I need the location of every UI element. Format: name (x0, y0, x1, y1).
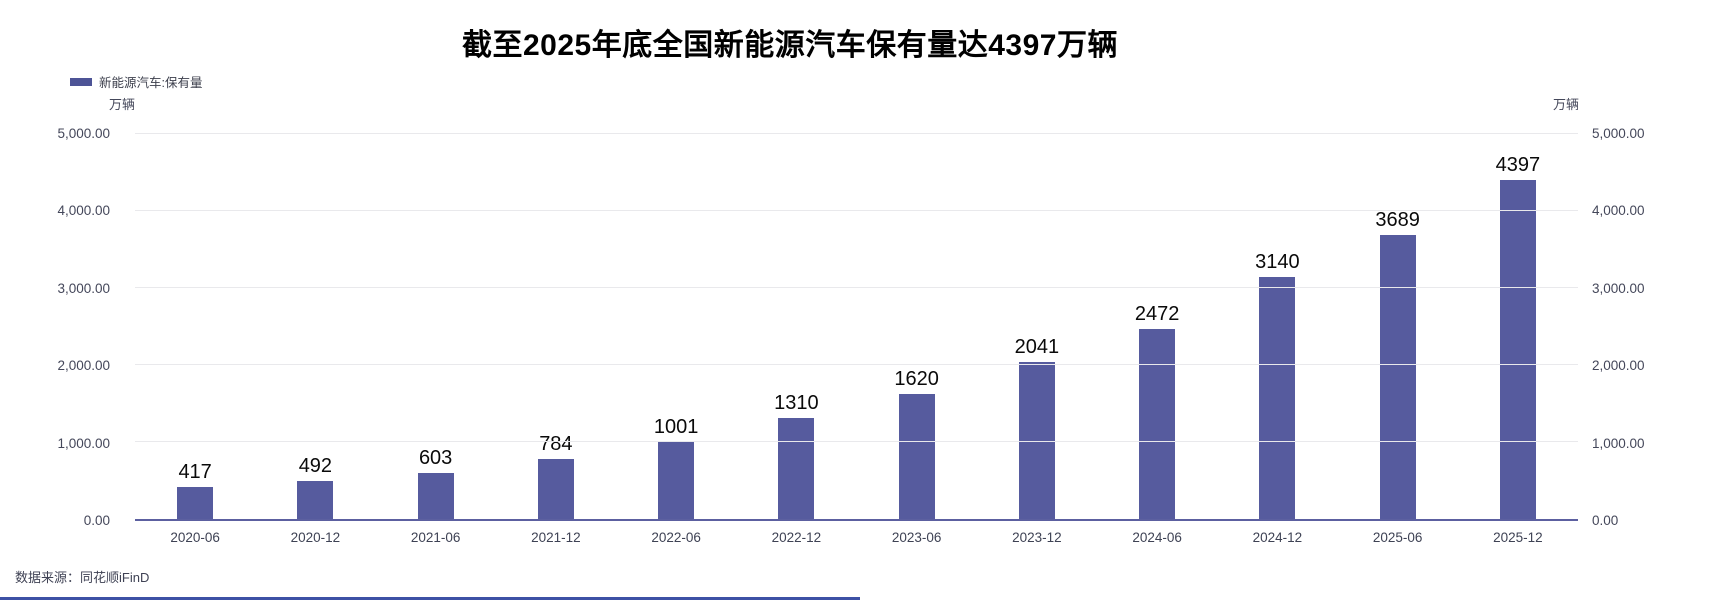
y-tick-right: 4,000.00 (1592, 203, 1645, 219)
bars-row: 417 492 603 784 1001 1310 1620 2041 2472 3140 3689… (135, 134, 1578, 519)
bar-value-label: 1620 (894, 368, 939, 391)
bar-slot: 1620 (857, 134, 977, 519)
y-axis-left: 0.00 1,000.00 2,000.00 3,000.00 4,000.00 5,00… (18, 126, 110, 528)
bar-value-label: 2041 (1014, 335, 1060, 358)
x-axis-label: 2021-12 (531, 530, 581, 545)
x-axis-label: 2020-06 (170, 530, 220, 545)
x-axis-label: 2025-12 (1493, 530, 1543, 545)
gridline (135, 287, 1578, 288)
bar[interactable] (537, 458, 574, 519)
y-tick-left: 1,000.00 (57, 435, 110, 451)
bar[interactable] (1139, 328, 1176, 519)
y-tick-left: 0.00 (83, 513, 110, 528)
bar-slot: 784 (496, 134, 616, 519)
legend[interactable]: 新能源汽车:保有量 (70, 72, 202, 91)
legend-swatch-icon (70, 77, 92, 86)
y-tick-right: 0.00 (1592, 513, 1619, 528)
gridline (135, 133, 1578, 134)
gridline (135, 364, 1578, 365)
bar-value-label: 4397 (1495, 154, 1541, 177)
bar-slot: 1310 (736, 134, 856, 519)
gridline (135, 210, 1578, 211)
bar-value-label: 2472 (1134, 302, 1180, 325)
bar[interactable] (898, 394, 935, 519)
x-axis-label: 2022-12 (771, 530, 822, 545)
bar-value-label: 603 (418, 446, 453, 469)
bar-slot: 2041 (977, 134, 1097, 519)
y-axis-unit-left: 万辆 (108, 97, 135, 112)
bar-slot: 1001 (616, 134, 736, 519)
gridline (135, 441, 1578, 442)
y-tick-left: 4,000.00 (57, 203, 110, 219)
bar[interactable] (1499, 180, 1536, 519)
bar-value-label: 417 (178, 460, 212, 483)
bar[interactable] (417, 472, 454, 519)
bar[interactable] (297, 481, 334, 519)
chart-title: 截至2025年底全国新能源汽车保有量达4397万辆 (462, 29, 1118, 62)
x-axis-label: 2023-06 (891, 530, 942, 545)
x-axis-label: 2022-06 (651, 530, 701, 545)
plot-area: 417 492 603 784 1001 1310 1620 2041 2472 3140 3689… (135, 133, 1578, 521)
bar[interactable] (177, 486, 214, 519)
y-tick-right: 3,000.00 (1592, 280, 1645, 296)
x-axis-labels: 2020-06 2020-12 2021-06 2021-12 2022-06 2022-… (135, 530, 1578, 545)
bar-slot: 3140 (1217, 134, 1337, 519)
bottom-progress-strip (0, 597, 860, 600)
bar-slot: 492 (255, 134, 375, 519)
x-axis-label: 2020-12 (290, 530, 341, 545)
bar[interactable] (1379, 234, 1416, 519)
x-axis-label: 2021-06 (410, 530, 461, 545)
bar-slot: 2472 (1097, 134, 1217, 519)
bar-slot: 603 (376, 134, 496, 519)
data-source-note: 数据来源：同花顺iFinD (15, 570, 150, 585)
bar-value-label: 3689 (1375, 208, 1420, 231)
bar-slot: 4397 (1458, 134, 1578, 519)
x-axis-label: 2025-06 (1372, 530, 1423, 545)
bar-value-label: 784 (539, 432, 573, 455)
y-tick-right: 5,000.00 (1592, 126, 1645, 141)
bar-value-label: 1001 (653, 415, 699, 438)
bar[interactable] (1259, 277, 1296, 519)
y-axis-unit-right: 万辆 (1553, 97, 1580, 112)
bar[interactable] (1018, 361, 1055, 519)
bar[interactable] (658, 441, 695, 519)
y-tick-left: 5,000.00 (57, 126, 110, 141)
bar[interactable] (778, 418, 815, 519)
y-tick-left: 3,000.00 (57, 280, 110, 296)
y-axis-right: 0.00 1,000.00 2,000.00 3,000.00 4,000.00 5,00… (1592, 126, 1684, 528)
legend-label: 新能源汽车:保有量 (99, 76, 203, 90)
y-tick-right: 1,000.00 (1592, 435, 1645, 451)
x-axis-label: 2024-12 (1252, 530, 1303, 545)
x-axis-label: 2023-12 (1012, 530, 1062, 545)
bar-slot: 417 (135, 134, 255, 519)
bar-value-label: 1310 (774, 392, 819, 415)
bar-value-label: 492 (298, 455, 333, 478)
y-tick-right: 2,000.00 (1592, 358, 1645, 374)
bar-value-label: 3140 (1255, 251, 1300, 274)
bar-slot: 3689 (1338, 134, 1458, 519)
y-tick-left: 2,000.00 (57, 358, 110, 374)
x-axis-label: 2024-06 (1132, 530, 1182, 545)
